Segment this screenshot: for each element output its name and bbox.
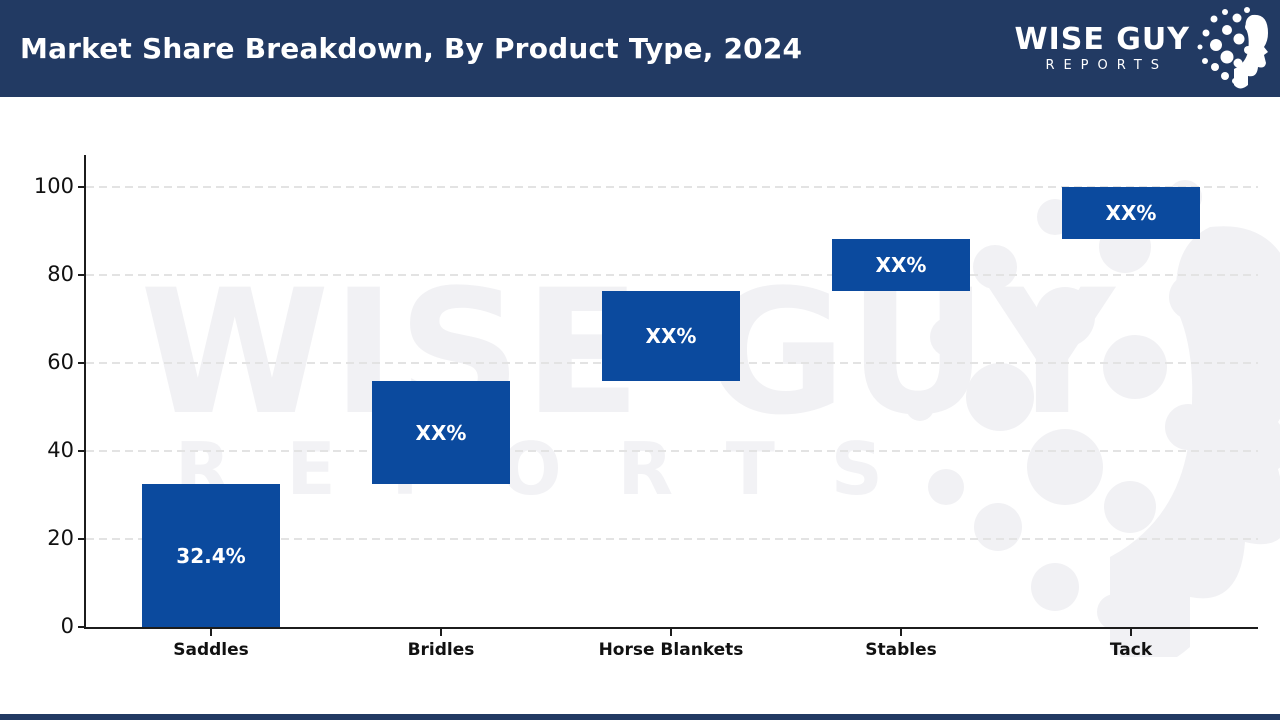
y-tick-80 xyxy=(78,274,86,276)
x-tick-3 xyxy=(900,629,902,636)
y-axis-line xyxy=(84,155,86,629)
bar-value-label: 32.4% xyxy=(176,543,246,568)
bar-horse-blankets: XX% xyxy=(602,290,740,382)
x-tick-label-0: Saddles xyxy=(173,640,249,660)
bar-value-label: XX% xyxy=(1105,200,1157,225)
y-tick-40 xyxy=(78,450,86,452)
bar-value-label: XX% xyxy=(415,420,467,445)
bar-stables: XX% xyxy=(832,238,970,291)
brand-name: WISE GUY xyxy=(1014,22,1190,58)
page-title: Market Share Breakdown, By Product Type,… xyxy=(20,32,803,65)
y-tick-label-40: 40 xyxy=(47,438,74,462)
bar-tack: XX% xyxy=(1062,187,1200,239)
y-tick-20 xyxy=(78,538,86,540)
x-tick-0 xyxy=(210,629,212,636)
plot: 0 20 40 60 80 100 32.4% Saddles XX% Bridles XX% Hor… xyxy=(0,97,1280,714)
gridline-80 xyxy=(86,274,1258,276)
x-tick-label-4: Tack xyxy=(1109,640,1153,660)
bar-value-label: XX% xyxy=(875,252,927,277)
gridline-40 xyxy=(86,450,1258,452)
y-tick-0 xyxy=(78,626,86,628)
x-tick-1 xyxy=(440,629,442,636)
brand-logo-text: WISE GUY REPORTS xyxy=(1014,24,1190,73)
y-tick-label-100: 100 xyxy=(33,174,74,198)
bar-value-label: XX% xyxy=(645,324,697,349)
y-tick-label-60: 60 xyxy=(47,350,74,374)
x-tick-2 xyxy=(670,629,672,636)
gridline-100 xyxy=(86,186,1258,188)
gridline-20 xyxy=(86,538,1258,540)
y-tick-100 xyxy=(78,186,86,188)
x-tick-label-2: Horse Blankets xyxy=(598,640,744,660)
y-tick-60 xyxy=(78,362,86,364)
x-tick-label-1: Bridles xyxy=(407,640,475,660)
x-tick-4 xyxy=(1130,629,1132,636)
x-axis-line xyxy=(84,627,1258,629)
logo-head-icon xyxy=(1197,6,1268,88)
chart-area: WISE GUY REPORTS 0 20 40 60 80 100 32.4% Saddle… xyxy=(0,97,1280,714)
footer-bar xyxy=(0,714,1280,720)
y-tick-label-0: 0 xyxy=(60,614,74,638)
brand-logo: WISE GUY REPORTS xyxy=(1014,5,1280,93)
bar-saddles: 32.4% xyxy=(142,484,280,627)
header: Market Share Breakdown, By Product Type,… xyxy=(0,0,1280,97)
y-tick-label-20: 20 xyxy=(47,526,74,550)
bar-bridles: XX% xyxy=(372,381,510,485)
x-tick-label-3: Stables xyxy=(865,640,937,660)
y-tick-label-80: 80 xyxy=(47,262,74,286)
brand-subtitle: REPORTS xyxy=(1045,57,1169,73)
